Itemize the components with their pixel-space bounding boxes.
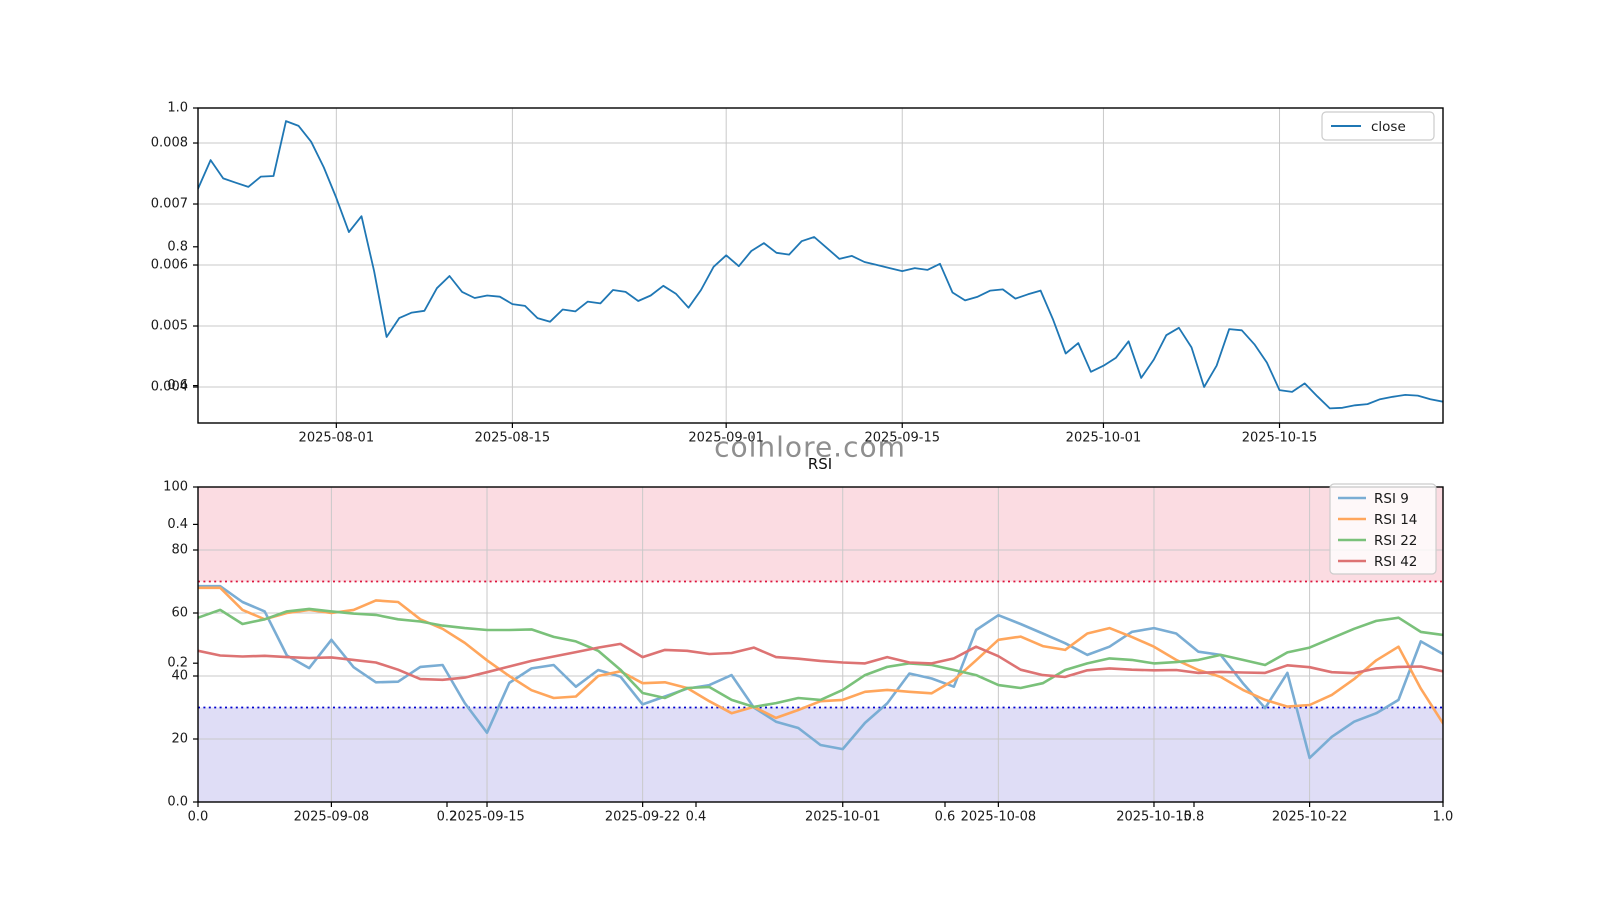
- overlay-ytick-label: 1.0: [167, 101, 188, 116]
- price-xtick-label: 2025-08-15: [475, 431, 551, 446]
- rsi-legend-label: RSI 22: [1374, 533, 1417, 549]
- rsi-legend-label: RSI 42: [1374, 554, 1417, 570]
- overlay-ytick-label: 0.2: [167, 656, 188, 671]
- price-chart: [193, 107, 1444, 428]
- rsi-line-rsi-9: [198, 584, 1443, 760]
- overlay-xtick-label: 0.8: [1184, 810, 1205, 825]
- price-legend: [1321, 111, 1435, 141]
- overlay-xtick-label: 0.2: [437, 810, 458, 825]
- price-ytick-label: 0.008: [151, 136, 188, 151]
- overlay-ytick-label: 0.4: [167, 517, 188, 532]
- rsi-line-rsi-22: [198, 607, 1443, 709]
- overlay-xtick-label: 0.4: [686, 810, 707, 825]
- rsi-chart: [193, 486, 1444, 807]
- overlay-xtick-label: 0.0: [188, 810, 209, 825]
- price-ytick-label: 0.004: [151, 380, 188, 395]
- rsi-xtick-label: 2025-10-01: [805, 810, 881, 825]
- rsi-ytick-label: 80: [171, 543, 188, 558]
- rsi-axes-border: [197, 486, 1444, 803]
- price-xtick-label: 2025-10-01: [1066, 431, 1142, 446]
- price-ytick-label: 0.007: [151, 197, 188, 212]
- price-legend-label: close: [1371, 119, 1406, 135]
- rsi-overbought-band: [198, 487, 1443, 582]
- rsi-ytick-label: 100: [163, 480, 188, 495]
- rsi-ytick-label: 20: [171, 732, 188, 747]
- overlay-xtick-label: 0.6: [935, 810, 956, 825]
- watermark: coinlore.com: [714, 430, 906, 464]
- rsi-line-rsi-42: [198, 642, 1443, 682]
- price-series-group: [198, 120, 1443, 410]
- rsi-legend-label: RSI 9: [1374, 491, 1409, 507]
- rsi-xtick-label: 2025-10-08: [961, 810, 1037, 825]
- rsi-ytick-label: 40: [171, 669, 188, 684]
- rsi-series-group: [198, 584, 1443, 760]
- price-ytick-label: 0.006: [151, 258, 188, 273]
- rsi-ytick-label: 60: [171, 606, 188, 621]
- price-legend-box: [1321, 111, 1435, 141]
- rsi-oversold-band: [198, 707, 1443, 802]
- overlay-xtick-label: 1.0: [1433, 810, 1454, 825]
- rsi-xtick-label: 2025-09-08: [294, 810, 370, 825]
- rsi-xtick-label: 2025-09-15: [449, 810, 525, 825]
- overlay-ytick-label: 0.0: [167, 795, 188, 810]
- rsi-legend-box: [1329, 483, 1437, 575]
- rsi-legend: [1329, 483, 1437, 575]
- rsi-legend-label: RSI 14: [1374, 512, 1417, 528]
- rsi-line-rsi-14: [198, 586, 1443, 725]
- close-price-line: [198, 120, 1443, 410]
- rsi-xtick-label: 2025-09-22: [605, 810, 681, 825]
- rsi-xtick-label: 2025-10-15: [1116, 810, 1192, 825]
- price-ytick-label: 0.005: [151, 319, 188, 334]
- rsi-xtick-label: 2025-10-22: [1272, 810, 1348, 825]
- price-xtick-label: 2025-10-15: [1242, 431, 1318, 446]
- overlay-ytick-label: 0.6: [167, 378, 188, 393]
- price-xtick-label: 2025-09-15: [864, 431, 940, 446]
- overlay-ytick-label: 0.8: [167, 239, 188, 254]
- price-xtick-label: 2025-08-01: [299, 431, 375, 446]
- rsi-chart-title: RSI: [807, 455, 833, 473]
- price-xtick-label: 2025-09-01: [688, 431, 764, 446]
